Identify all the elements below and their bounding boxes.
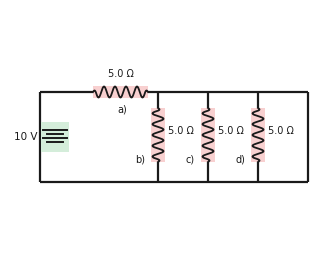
Bar [251, 108, 265, 162]
Bar [151, 108, 165, 162]
Text: d): d) [235, 155, 245, 165]
Text: 5.0 Ω: 5.0 Ω [108, 69, 133, 79]
Text: c): c) [185, 155, 195, 165]
Bar [201, 108, 215, 162]
Text: 5.0 Ω: 5.0 Ω [168, 126, 194, 136]
Bar [93, 86, 148, 98]
Bar [41, 122, 69, 152]
Text: 10 V: 10 V [14, 132, 38, 142]
Text: 5.0 Ω: 5.0 Ω [268, 126, 294, 136]
Text: b): b) [135, 155, 145, 165]
Text: 5.0 Ω: 5.0 Ω [218, 126, 244, 136]
Text: a): a) [118, 104, 127, 114]
